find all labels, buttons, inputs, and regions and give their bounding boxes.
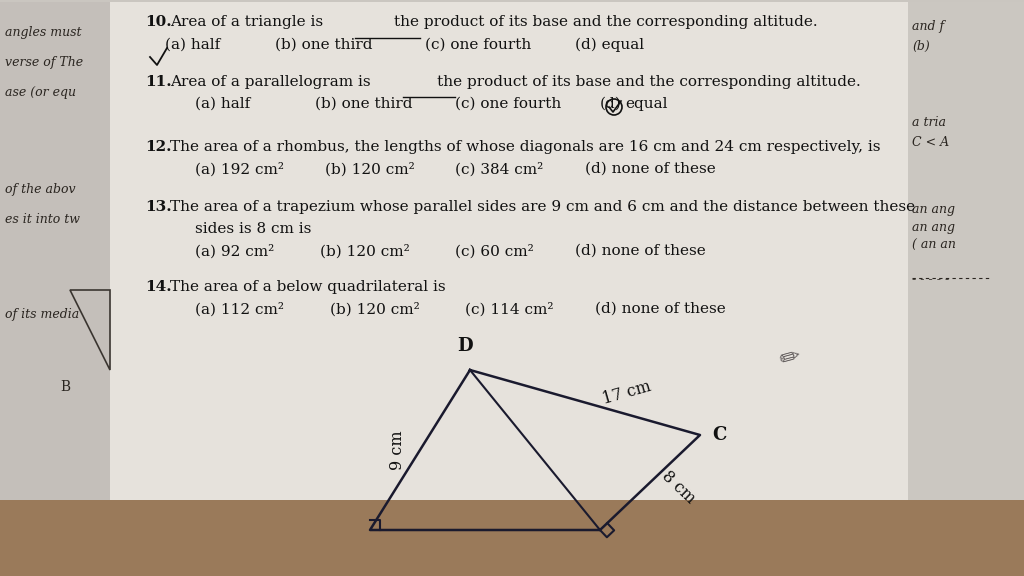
Text: (a) 112 cm²: (a) 112 cm²	[195, 302, 284, 316]
Text: Area of a parallelogram is: Area of a parallelogram is	[170, 75, 371, 89]
Text: the product of its base and the corresponding altitude.: the product of its base and the correspo…	[403, 75, 861, 89]
Text: (b): (b)	[912, 40, 930, 53]
Text: (a) half: (a) half	[195, 97, 250, 111]
Text: (d) none of these: (d) none of these	[585, 162, 716, 176]
Text: 9 cm: 9 cm	[389, 430, 407, 470]
Text: of its media: of its media	[5, 308, 79, 321]
Text: (c) one fourth: (c) one fourth	[455, 97, 561, 111]
Text: ✏: ✏	[777, 344, 803, 372]
Text: an ang: an ang	[912, 203, 955, 216]
Text: (b) 120 cm²: (b) 120 cm²	[325, 162, 415, 176]
Text: angles must: angles must	[5, 26, 82, 39]
Text: - - - - -: - - - - -	[912, 273, 949, 286]
Text: es it into tw: es it into tw	[5, 213, 80, 226]
Text: B: B	[60, 380, 70, 394]
Text: The area of a below quadrilateral is: The area of a below quadrilateral is	[170, 280, 445, 294]
Text: (d) none of these: (d) none of these	[575, 244, 706, 258]
Text: (b) 120 cm²: (b) 120 cm²	[319, 244, 410, 259]
Text: an ang: an ang	[912, 221, 955, 234]
Text: ( an an: ( an an	[912, 239, 955, 252]
Text: 11.: 11.	[145, 75, 172, 89]
Text: D: D	[457, 337, 473, 355]
Text: (c) 114 cm²: (c) 114 cm²	[465, 302, 554, 316]
Bar	[0, 500, 1024, 576]
Bar	[108, 2, 908, 572]
Text: (b) one third: (b) one third	[275, 38, 373, 52]
Text: The area of a rhombus, the lengths of whose diagonals are 16 cm and 24 cm respec: The area of a rhombus, the lengths of wh…	[170, 140, 881, 154]
Text: 8 cm: 8 cm	[658, 468, 698, 507]
Bar	[0, 2, 110, 572]
Text: sides is 8 cm is: sides is 8 cm is	[195, 222, 311, 236]
Text: (d) equal: (d) equal	[575, 38, 644, 52]
Text: of the abov: of the abov	[5, 183, 76, 196]
Text: 14.: 14.	[145, 280, 172, 294]
Text: (d) none of these: (d) none of these	[595, 302, 726, 316]
Text: 10.: 10.	[145, 15, 172, 29]
Text: (c) 60 cm²: (c) 60 cm²	[455, 244, 534, 259]
Text: equal: equal	[625, 97, 668, 111]
Text: (c) one fourth: (c) one fourth	[425, 38, 531, 52]
Text: (b) one third: (b) one third	[315, 97, 413, 111]
Text: C < A: C < A	[912, 136, 949, 149]
Text: 17 cm: 17 cm	[600, 377, 652, 407]
Text: the product of its base and the corresponding altitude.: the product of its base and the correspo…	[355, 15, 817, 29]
Text: 12.: 12.	[145, 140, 171, 154]
Text: (d): (d)	[600, 97, 622, 111]
Text: ase (or equ: ase (or equ	[5, 86, 76, 99]
Text: (a) 192 cm²: (a) 192 cm²	[195, 162, 284, 176]
Bar	[908, 2, 1024, 572]
Text: 13.: 13.	[145, 200, 172, 214]
Text: a tria: a tria	[912, 116, 946, 129]
Text: C: C	[712, 426, 726, 444]
Text: (a) 92 cm²: (a) 92 cm²	[195, 244, 274, 259]
Text: The area of a trapezium whose parallel sides are 9 cm and 6 cm and the distance : The area of a trapezium whose parallel s…	[170, 200, 915, 214]
Text: Area of a triangle is: Area of a triangle is	[170, 15, 324, 29]
Text: (c) 384 cm²: (c) 384 cm²	[455, 162, 544, 176]
Text: (b) 120 cm²: (b) 120 cm²	[330, 302, 420, 316]
Text: and f: and f	[912, 20, 944, 33]
Text: (a) half: (a) half	[165, 38, 220, 52]
Text: verse of The: verse of The	[5, 56, 83, 69]
